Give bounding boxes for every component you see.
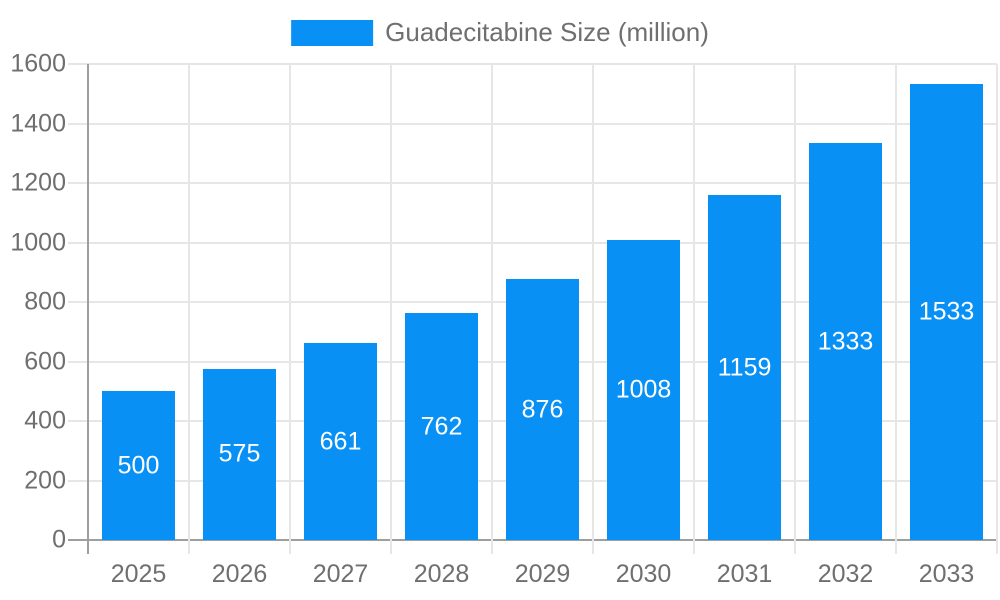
gridline-horizontal	[68, 182, 997, 184]
gridline-vertical	[592, 64, 594, 554]
x-axis-tick-label: 2030	[615, 560, 672, 588]
legend-swatch	[291, 19, 374, 46]
gridline-horizontal	[68, 241, 997, 244]
bar[interactable]	[910, 83, 983, 540]
gridline-vertical	[693, 64, 695, 554]
y-axis-tick-label: 1400	[10, 109, 66, 137]
gridline-vertical	[390, 64, 392, 554]
bar-value-label: 762	[420, 412, 463, 441]
x-axis-tick-label: 2027	[312, 560, 369, 588]
x-axis-tick-label: 2026	[211, 560, 268, 588]
x-axis-tick-label: 2028	[413, 560, 470, 588]
x-axis-tick-label: 2033	[918, 560, 975, 588]
y-axis-tick-label: 200	[24, 466, 66, 494]
gridline-horizontal	[68, 122, 997, 125]
gridline-horizontal	[68, 63, 997, 65]
y-axis-tick-label: 1000	[10, 228, 66, 256]
gridline-vertical	[794, 64, 796, 554]
bar-value-label: 1333	[817, 327, 874, 356]
bar-value-label: 575	[218, 439, 261, 468]
bar[interactable]	[405, 313, 478, 540]
bar-value-label: 1159	[717, 353, 772, 382]
bar-value-label: 1533	[918, 297, 975, 326]
gridline-vertical	[188, 64, 190, 554]
bar[interactable]	[708, 195, 781, 540]
bar[interactable]	[506, 279, 579, 540]
x-axis-tick-label: 2032	[817, 560, 874, 588]
x-axis-tick-label: 2025	[110, 560, 167, 588]
y-axis-tick-label: 800	[24, 287, 66, 316]
y-axis-tick-label: 600	[24, 347, 66, 375]
gridline-vertical	[491, 64, 493, 554]
bar[interactable]	[102, 391, 175, 540]
legend[interactable]: Guadecitabine Size (million)	[291, 17, 709, 48]
x-axis-tick-label: 2029	[514, 560, 571, 588]
bar-value-label: 876	[521, 395, 564, 424]
bar-value-label: 661	[319, 427, 362, 456]
bar-value-label: 500	[117, 451, 160, 480]
x-axis-tick-label: 2031	[716, 560, 773, 588]
y-axis-tick-label: 1600	[10, 49, 66, 78]
gridline-vertical	[895, 64, 897, 554]
bar[interactable]	[809, 143, 882, 540]
gridline-vertical	[996, 64, 998, 554]
y-axis-tick-label: 1200	[10, 168, 66, 197]
bar-value-label: 1008	[615, 375, 672, 404]
gridline-vertical	[289, 64, 291, 554]
y-axis-line	[87, 64, 89, 554]
y-axis-tick-label: 0	[52, 525, 66, 554]
y-axis-tick-label: 400	[24, 406, 66, 435]
bar[interactable]	[607, 240, 680, 540]
bar[interactable]	[203, 368, 276, 540]
x-axis-baseline	[68, 539, 997, 541]
bar[interactable]	[304, 343, 377, 540]
legend-label: Guadecitabine Size (million)	[385, 17, 709, 47]
